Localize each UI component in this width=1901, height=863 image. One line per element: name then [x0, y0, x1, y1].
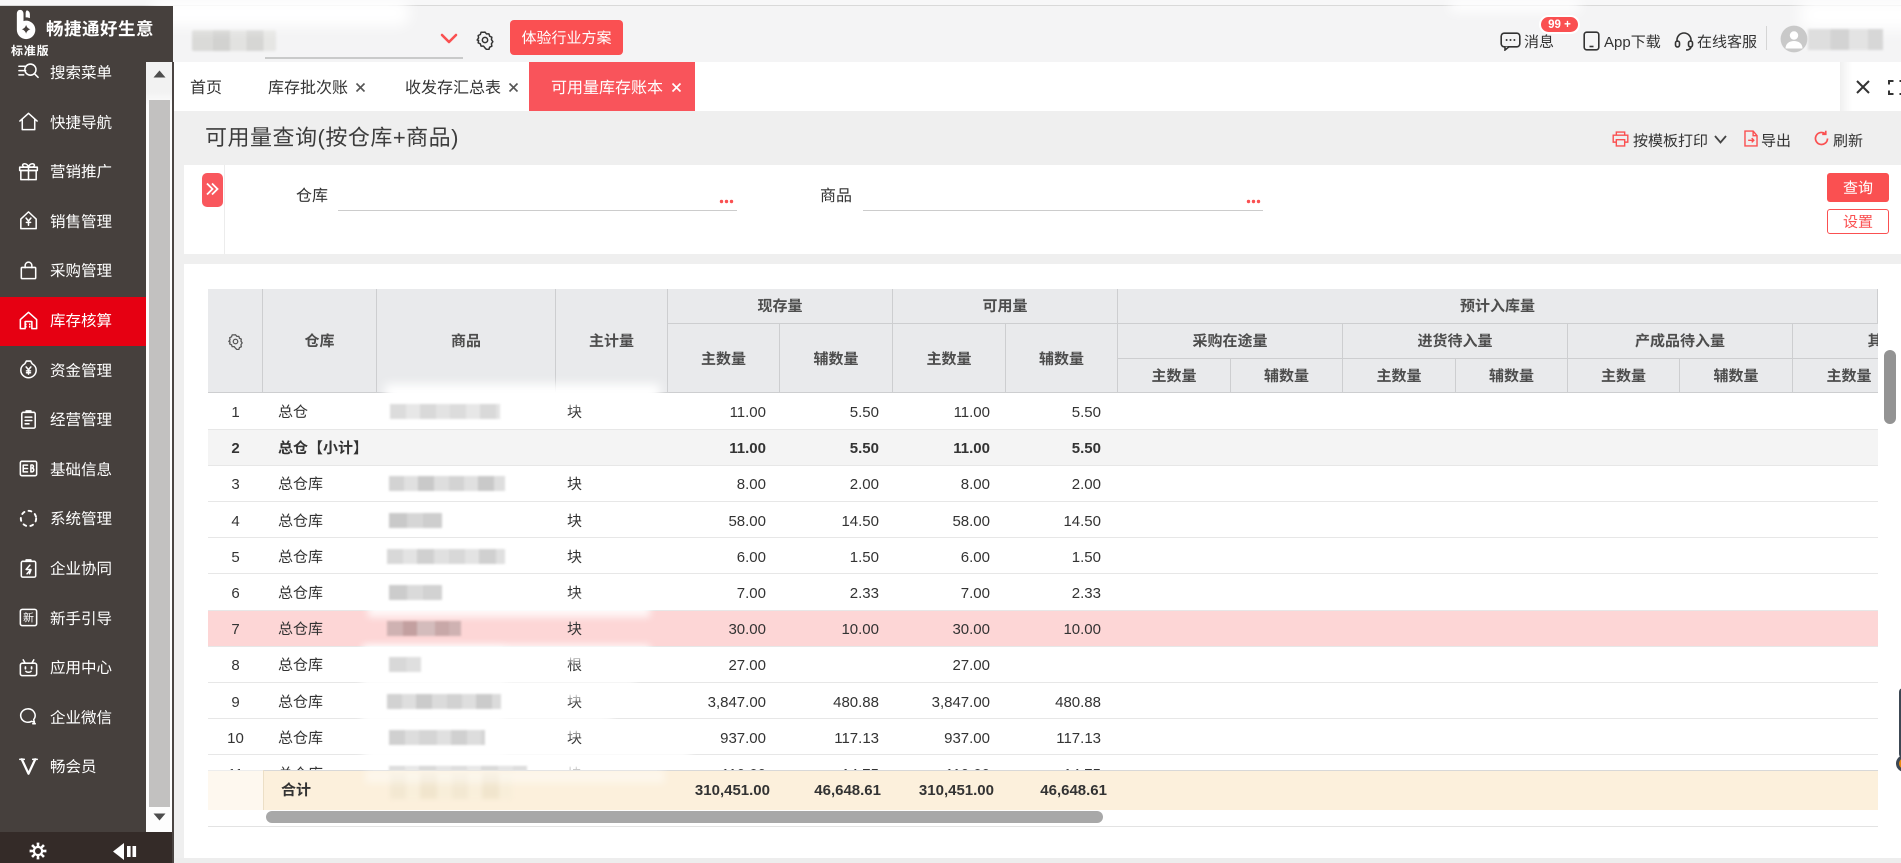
svg-text:新: 新: [23, 610, 34, 626]
